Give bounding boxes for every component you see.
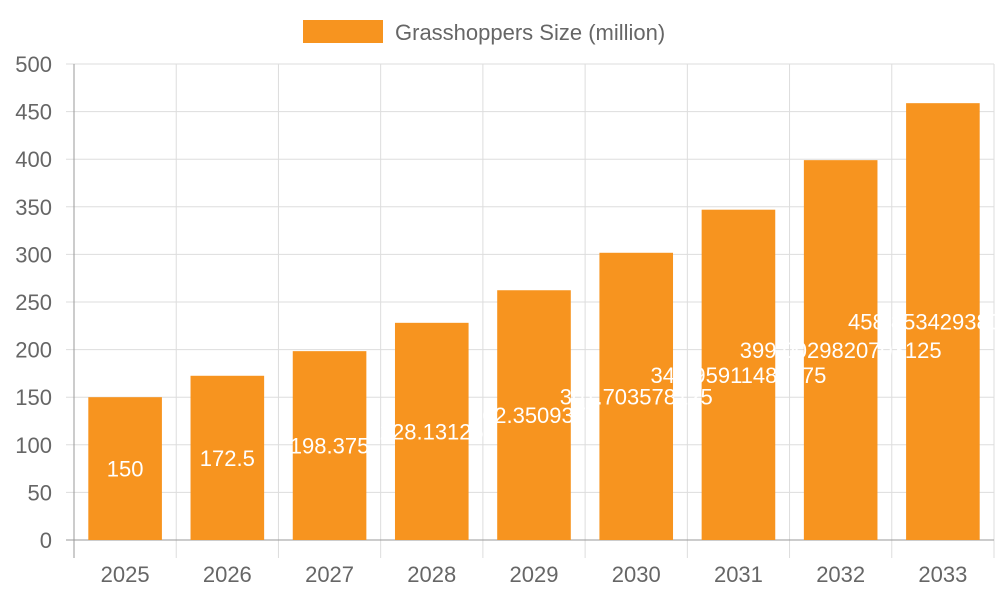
y-tick-label: 500 (15, 52, 52, 77)
data-label: 172.5 (200, 446, 255, 471)
legend-swatch (303, 20, 383, 43)
x-tick-label: 2031 (714, 562, 763, 587)
data-label: 346.95911484375 (651, 363, 827, 388)
data-label: 228.13125 (380, 419, 484, 444)
bar (292, 351, 367, 540)
bar (394, 322, 469, 540)
y-tick-label: 450 (15, 100, 52, 125)
data-label: 198.375 (290, 434, 370, 459)
x-tick-label: 2029 (510, 562, 559, 587)
bar (803, 160, 878, 540)
x-tick-label: 2032 (816, 562, 865, 587)
bar (599, 252, 674, 540)
data-label: 458.853429380859 (848, 310, 1000, 335)
y-tick-label: 100 (15, 433, 52, 458)
x-tick-label: 2028 (407, 562, 456, 587)
bar (88, 397, 162, 540)
bar (701, 209, 776, 540)
x-tick-label: 2025 (101, 562, 150, 587)
x-tick-label: 2026 (203, 562, 252, 587)
x-tick-label: 2027 (305, 562, 354, 587)
y-axis: 0 50 100 150 200 250 300 350 400 450 500 (15, 52, 75, 558)
x-tick-label: 2033 (918, 562, 967, 587)
legend-label: Grasshoppers Size (million) (395, 20, 665, 45)
data-label: 262.3509375 (470, 403, 598, 428)
bar (497, 290, 571, 540)
y-tick-label: 50 (28, 480, 52, 505)
data-label: 150 (107, 457, 144, 482)
data-labels: 150 172.5 198.375 228.13125262.3509375301.7… (107, 310, 1000, 482)
x-tick-label: 2030 (612, 562, 661, 587)
bar (190, 375, 265, 540)
data-label: 301.703578125 (560, 384, 713, 409)
x-axis: 2025 2026 2027 2028 2029 2030 2031 2032 2033 (74, 539, 994, 587)
bars (88, 103, 980, 540)
y-tick-label: 300 (15, 242, 52, 267)
data-label: 399.0029820703125 (740, 338, 942, 363)
y-tick-label: 0 (40, 528, 52, 553)
y-tick-label: 350 (15, 195, 52, 220)
legend: Grasshoppers Size (million) (303, 20, 665, 45)
bar (906, 103, 980, 540)
y-tick-label: 200 (15, 338, 52, 363)
y-tick-label: 150 (15, 385, 52, 410)
y-tick-label: 250 (15, 290, 52, 315)
y-tick-label: 400 (15, 147, 52, 172)
